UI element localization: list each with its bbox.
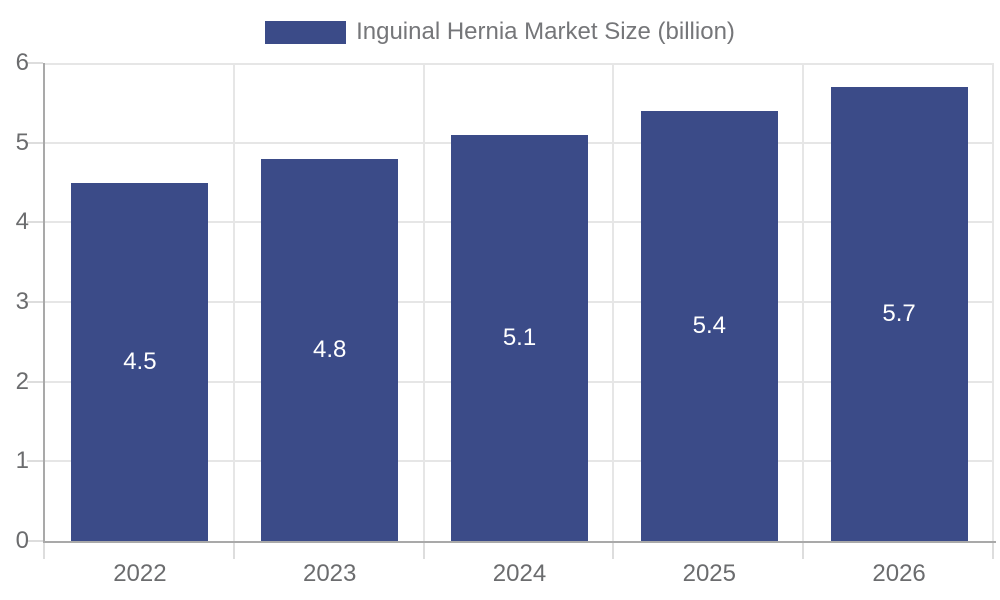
y-axis-tick-label: 5 — [15, 128, 29, 156]
x-boundary-gridline — [422, 63, 425, 541]
bar-value-label: 5.1 — [502, 323, 537, 351]
bar-2024[interactable] — [451, 134, 588, 541]
bar-2023[interactable] — [261, 158, 399, 541]
y-tick-mark — [27, 62, 43, 64]
x-axis-tick-label: 2024 — [492, 560, 547, 587]
chart-legend[interactable]: Inguinal Hernia Market Size (billion) — [0, 18, 1000, 46]
bar-value-label: 5.7 — [882, 299, 916, 327]
y-tick-mark — [27, 221, 43, 224]
bar-2022[interactable] — [71, 182, 209, 541]
x-axis-tick-label: 2023 — [302, 560, 357, 587]
x-boundary-gridline — [992, 63, 994, 541]
y-gridline — [45, 63, 994, 65]
y-tick-mark — [27, 141, 43, 144]
y-axis-tick-label: 2 — [15, 367, 29, 395]
y-tick-mark — [27, 301, 43, 303]
y-axis-tick-label: 3 — [15, 288, 29, 315]
bar-value-label: 4.8 — [313, 335, 347, 363]
bar-2026[interactable] — [830, 86, 968, 541]
y-axis-line — [43, 63, 45, 543]
y-axis-tick-label: 0 — [15, 527, 29, 554]
x-axis-tick-label: 2022 — [113, 560, 167, 587]
x-axis-line — [43, 541, 996, 543]
x-tick-mark — [802, 543, 805, 559]
legend-label: Inguinal Hernia Market Size (billion) — [356, 18, 735, 45]
x-axis-tick-label: 2025 — [682, 560, 736, 587]
y-tick-mark — [27, 460, 43, 463]
x-axis-tick-label: 2026 — [872, 560, 926, 587]
y-axis-tick-label: 1 — [15, 447, 29, 475]
x-tick-mark — [232, 543, 235, 559]
y-axis-tick-label: 6 — [15, 49, 29, 76]
x-tick-mark — [612, 543, 615, 559]
legend-swatch-icon — [265, 20, 347, 44]
x-tick-mark — [992, 543, 994, 559]
x-boundary-gridline — [802, 63, 805, 541]
x-boundary-gridline — [612, 63, 615, 541]
y-tick-mark — [27, 380, 43, 383]
y-tick-mark — [27, 540, 43, 542]
bar-2025[interactable] — [640, 110, 778, 541]
bar-value-label: 4.5 — [123, 347, 157, 375]
x-tick-mark — [43, 543, 45, 559]
plot-area: 4.5 4.8 5.1 5.4 5.7 — [45, 63, 994, 541]
x-boundary-gridline — [232, 63, 235, 541]
x-tick-mark — [422, 543, 425, 559]
bar-value-label: 5.4 — [692, 311, 726, 339]
y-axis-tick-label: 4 — [15, 208, 29, 236]
